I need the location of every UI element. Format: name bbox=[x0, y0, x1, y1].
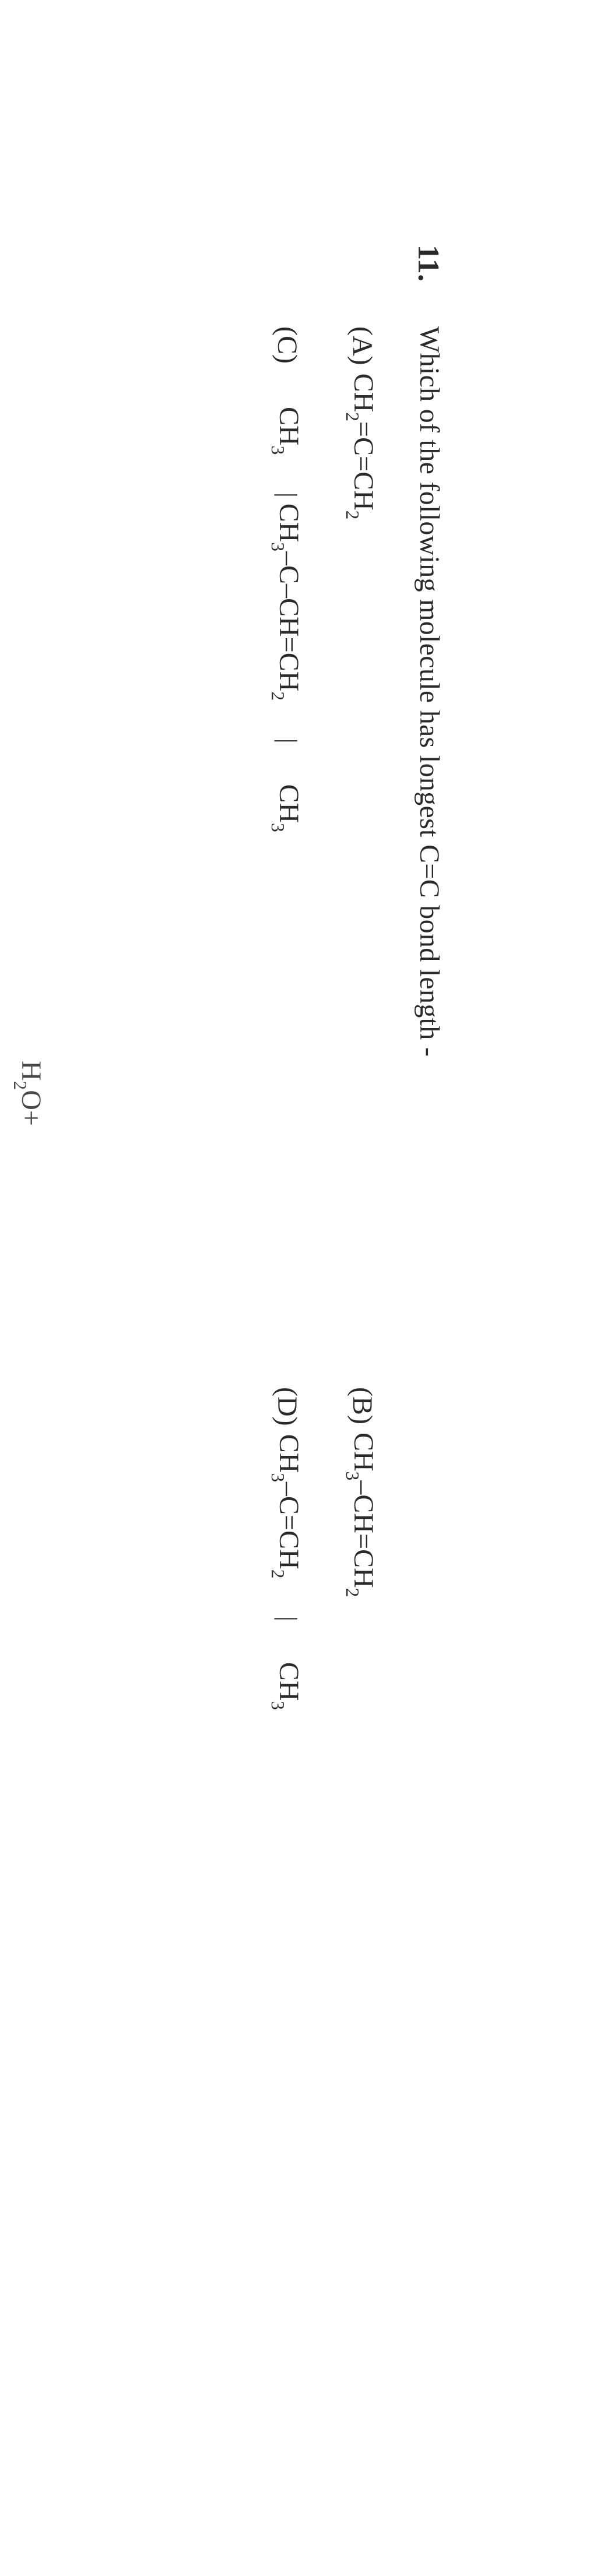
option-a-formula: CH2=C=CH2 bbox=[344, 374, 378, 520]
option-b: (B) CH3–CH=CH2 bbox=[344, 1387, 378, 2448]
option-a-label: (A) bbox=[346, 326, 378, 365]
option-c-label: (C) bbox=[271, 326, 303, 364]
question-stem: Which of the following molecule has long… bbox=[413, 326, 445, 2448]
option-c-formula: CH3 | CH3–C–CH=CH2 | CH3 bbox=[270, 372, 303, 832]
question-body: Which of the following molecule has long… bbox=[229, 326, 445, 2448]
option-d-formula: CH3–C=CH2 | CH3 bbox=[270, 1434, 303, 1710]
option-c: (C) CH3 | CH3–C–CH=CH2 | CH3 bbox=[270, 326, 303, 1387]
page-fragment: H2O+ bbox=[12, 1061, 46, 1126]
option-d-label: (D) bbox=[271, 1387, 303, 1426]
option-b-formula: CH3–CH=CH2 bbox=[344, 1433, 378, 1597]
option-a: (A) CH2=C=CH2 bbox=[344, 326, 378, 1387]
question-number: 11. bbox=[411, 245, 445, 326]
options: (A) CH2=C=CH2 (B) CH3–CH=CH2 (C) CH3 bbox=[229, 326, 378, 2448]
option-d: (D) CH3–C=CH2 | CH3 bbox=[270, 1387, 303, 2448]
option-b-label: (B) bbox=[346, 1387, 378, 1424]
